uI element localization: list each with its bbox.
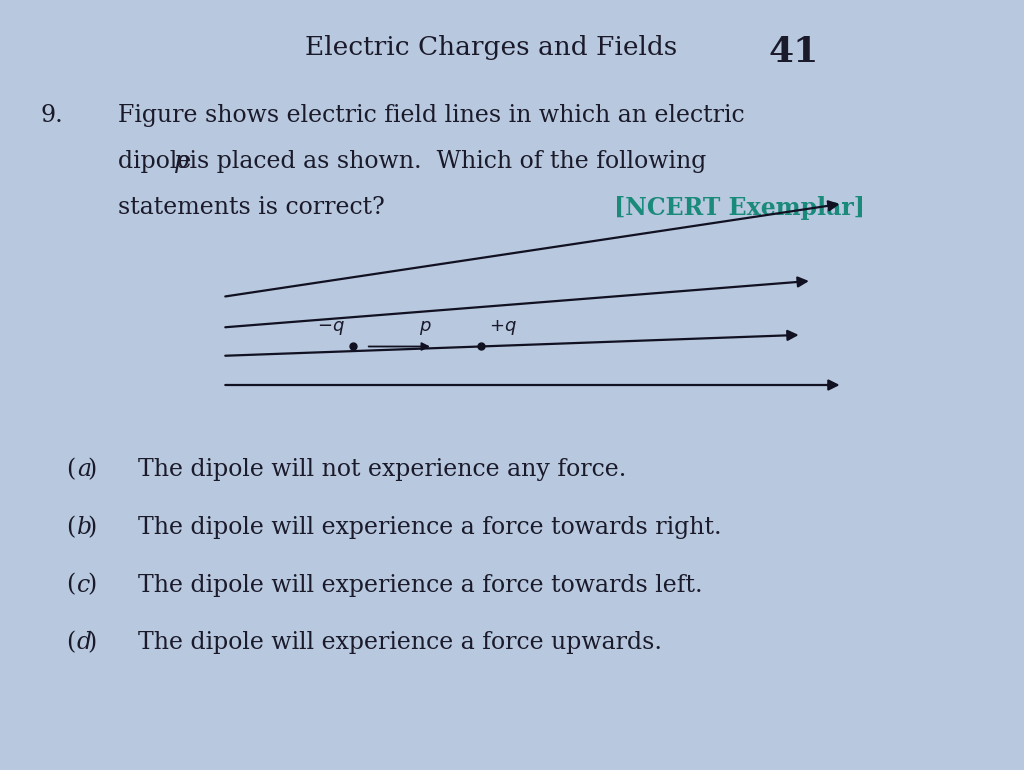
Text: 41: 41 [768,35,819,69]
Text: ): ) [87,458,96,481]
Text: Electric Charges and Fields: Electric Charges and Fields [305,35,678,59]
Text: The dipole will not experience any force.: The dipole will not experience any force… [138,458,627,481]
Text: d: d [77,631,92,654]
Text: (: ( [67,631,76,654]
Text: [NCERT Exemplar]: [NCERT Exemplar] [614,196,865,220]
Text: $p$: $p$ [419,320,431,337]
Text: c: c [77,574,90,597]
Text: ): ) [87,631,96,654]
Text: The dipole will experience a force towards right.: The dipole will experience a force towar… [138,516,722,539]
Text: p: p [174,150,188,173]
Text: $-q$: $-q$ [317,320,345,337]
Text: is placed as shown.  Which of the following: is placed as shown. Which of the followi… [182,150,707,173]
Text: ): ) [87,516,96,539]
Text: (: ( [67,458,76,481]
Text: a: a [77,458,91,481]
Text: The dipole will experience a force upwards.: The dipole will experience a force upwar… [138,631,663,654]
Text: Figure shows electric field lines in which an electric: Figure shows electric field lines in whi… [118,104,744,127]
Text: (: ( [67,516,76,539]
Text: b: b [77,516,92,539]
Text: ): ) [87,574,96,597]
Text: dipole: dipole [118,150,199,173]
Text: The dipole will experience a force towards left.: The dipole will experience a force towar… [138,574,702,597]
Text: statements is correct?: statements is correct? [118,196,384,219]
Text: $+q$: $+q$ [489,318,517,337]
Text: 9.: 9. [41,104,63,127]
Text: (: ( [67,574,76,597]
